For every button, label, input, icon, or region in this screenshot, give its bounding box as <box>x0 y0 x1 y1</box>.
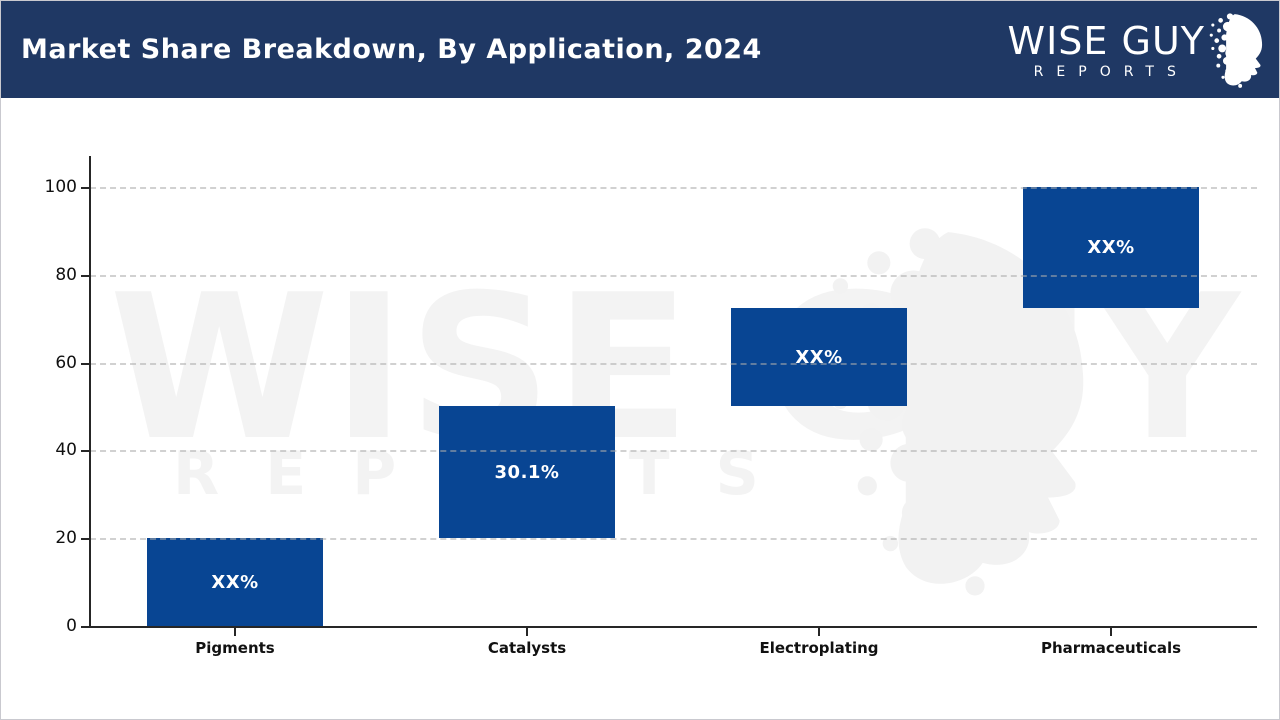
gridline-80 <box>90 274 1257 277</box>
gridline-20 <box>90 538 1257 541</box>
y-tick-mark-100 <box>81 187 89 189</box>
y-tick-mark-80 <box>81 274 89 277</box>
bar-value-label: XX% <box>211 571 259 593</box>
y-tick-label-20: 20 <box>55 528 77 549</box>
x-axis-label-catalysts: Catalysts <box>487 639 567 657</box>
bar-value-label: 30.1% <box>494 461 560 483</box>
y-tick-mark-60 <box>81 362 89 365</box>
wiseguy-face-icon <box>1209 13 1263 88</box>
bar-electroplating: XX% <box>731 308 907 407</box>
page-title: Market Share Breakdown, By Application, … <box>21 34 762 65</box>
x-tick-mark-3 <box>1110 628 1112 636</box>
bar-catalysts: 30.1% <box>439 406 615 539</box>
header-bar: Market Share Breakdown, By Application, … <box>1 1 1279 98</box>
chart-plot-area: 0 20 40 60 80 100 Pigments Catalysts Electropla… <box>1 98 1279 719</box>
x-axis-label-pharmaceuticals: Pharmaceuticals <box>1040 639 1182 657</box>
bar-pigments: XX% <box>147 538 323 626</box>
gridline-40 <box>90 450 1257 453</box>
y-tick-mark-40 <box>81 450 89 453</box>
y-tick-label-100: 100 <box>44 177 77 197</box>
bar-pharmaceuticals: XX% <box>1023 187 1199 309</box>
x-axis-label-pigments: Pigments <box>195 639 275 657</box>
y-tick-label-40: 40 <box>55 440 77 461</box>
wiseguy-logo: WISE GUY REPORTS <box>1008 9 1269 91</box>
y-tick-mark-20 <box>81 538 89 541</box>
y-tick-label-80: 80 <box>55 264 77 285</box>
y-tick-label-60: 60 <box>55 352 77 373</box>
x-tick-mark-1 <box>526 628 528 636</box>
bar-value-label: XX% <box>795 346 843 368</box>
wiseguy-logo-text: WISE GUY REPORTS <box>1008 20 1205 80</box>
bar-value-label: XX% <box>1087 237 1135 259</box>
x-tick-mark-0 <box>234 628 236 636</box>
gridline-100 <box>90 187 1257 189</box>
y-tick-mark-0 <box>81 626 89 628</box>
logo-brand-subtitle: REPORTS <box>1033 64 1189 80</box>
y-tick-label-0: 0 <box>66 616 77 636</box>
x-axis-label-electroplating: Electroplating <box>759 639 879 657</box>
x-axis-line <box>89 626 1257 628</box>
x-tick-mark-2 <box>818 628 820 636</box>
y-axis-line <box>89 156 91 626</box>
logo-brand-name: WISE GUY <box>1007 19 1205 63</box>
gridline-60 <box>90 362 1257 365</box>
